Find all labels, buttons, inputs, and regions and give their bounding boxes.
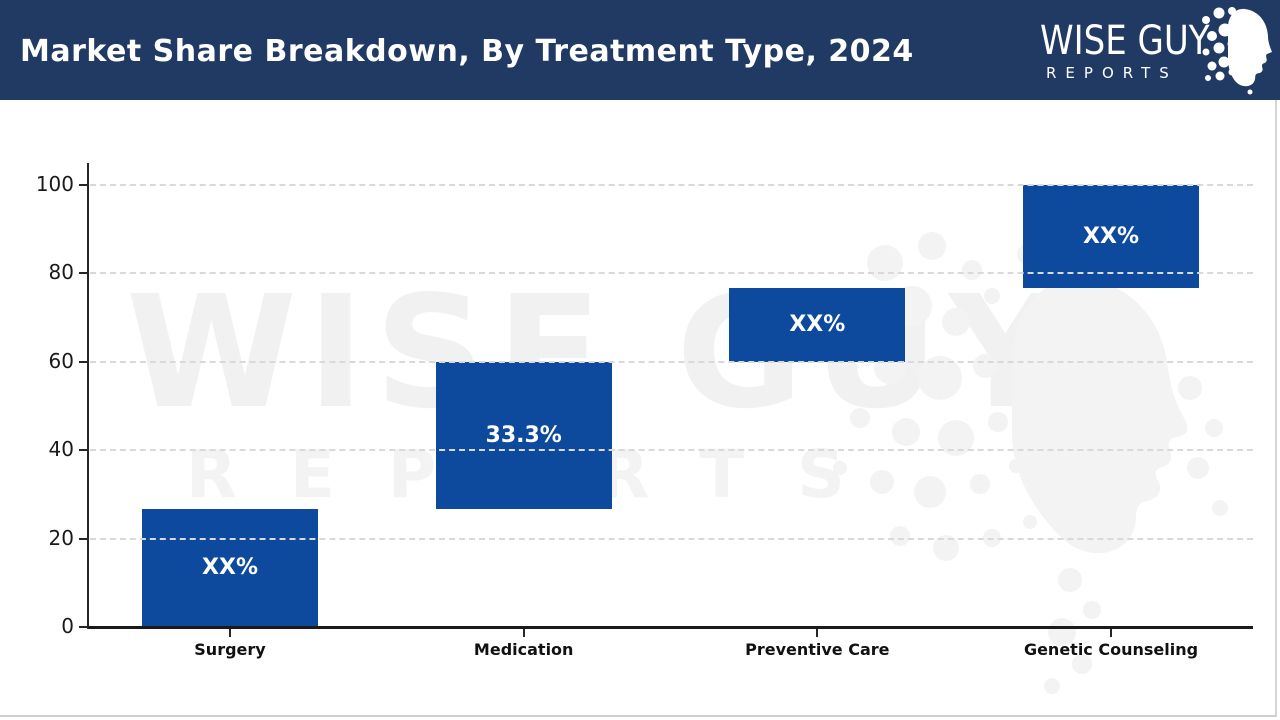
x-axis-label-genetic-counseling: Genetic Counseling: [1023, 640, 1199, 659]
dotted-head-profile-icon: [1202, 7, 1272, 95]
gridline-80: [90, 272, 1253, 275]
x-tick-mark: [816, 629, 819, 637]
x-tick-mark: [229, 629, 231, 637]
y-tick-label: 0: [61, 614, 74, 638]
logo-subtitle: REPORTS: [1046, 64, 1178, 82]
page-right-border: [1275, 100, 1277, 716]
bar-preventive-care: [729, 287, 906, 362]
header-bar: Market Share Breakdown, By Treatment Typ…: [0, 0, 1280, 100]
x-tick-mark: [522, 629, 525, 637]
gridline-100: [90, 184, 1253, 186]
y-tick-label: 100: [35, 172, 74, 196]
gridline-40: [90, 449, 1253, 452]
x-axis-label-surgery: Surgery: [194, 640, 266, 659]
y-tick-label: 60: [48, 348, 74, 373]
x-axis-line: [88, 626, 1253, 629]
y-tick-mark: [79, 184, 88, 186]
chart-title: Market Share Breakdown, By Treatment Typ…: [20, 34, 914, 69]
x-axis-label-medication: Medication: [473, 640, 574, 659]
y-tick-mark: [79, 272, 88, 275]
bar-value-label-medication: 33.3%: [485, 422, 562, 448]
logo-wordmark: WISE GUY: [1040, 18, 1210, 64]
bar-medication: [435, 361, 612, 509]
gridline-60: [90, 360, 1253, 363]
y-tick-label: 80: [48, 260, 74, 285]
y-axis-line: [87, 163, 89, 629]
bar-value-label-surgery: XX%: [202, 555, 258, 581]
x-axis-label-preventive-care: Preventive Care: [745, 640, 890, 659]
x-tick-mark: [1110, 629, 1112, 637]
bar-surgery: [142, 508, 318, 627]
y-tick-label: 20: [48, 525, 74, 550]
gridline-20: [90, 537, 1253, 540]
dotted-head-profile-watermark: [833, 231, 1228, 694]
y-tick-mark: [79, 537, 88, 540]
bar-value-label-preventive-care: XX%: [789, 312, 846, 338]
page-bottom-border: [0, 715, 1277, 717]
wise-guy-reports-logo: WISE GUY REPORTS: [1030, 2, 1276, 98]
y-tick-mark: [79, 360, 88, 363]
bar-value-label-genetic-counseling: XX%: [1083, 223, 1139, 249]
y-tick-label: 40: [48, 437, 74, 462]
y-tick-mark: [79, 626, 88, 628]
bar-genetic-counseling: [1023, 185, 1199, 288]
y-tick-mark: [79, 449, 88, 452]
